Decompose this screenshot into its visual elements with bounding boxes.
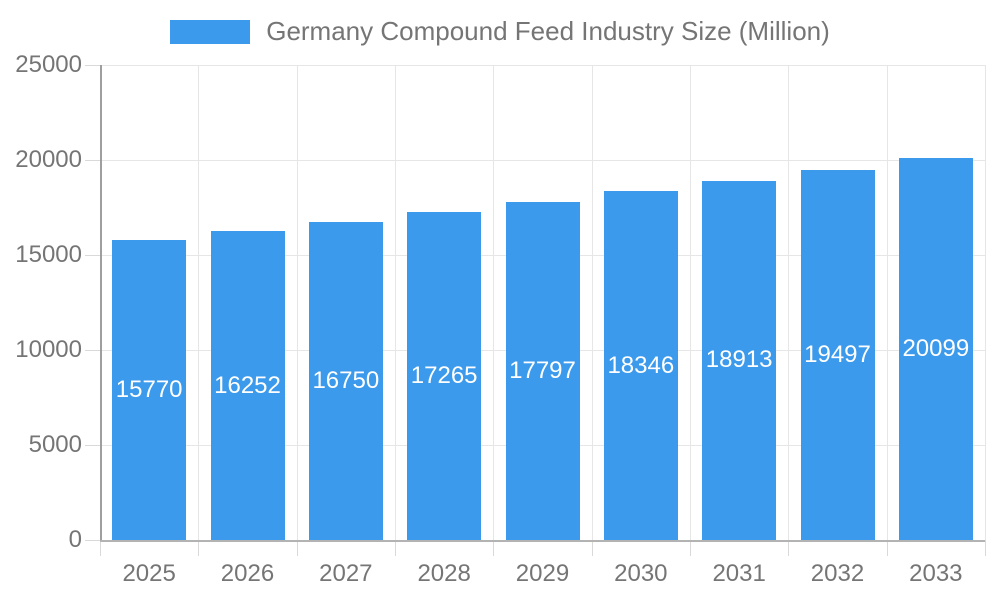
x-axis-tick bbox=[296, 540, 298, 556]
x-axis-tick bbox=[100, 540, 101, 556]
gridline-vertical bbox=[788, 65, 790, 540]
y-axis-tick bbox=[85, 445, 100, 446]
bar[interactable] bbox=[505, 201, 580, 540]
y-axis-tick bbox=[85, 350, 100, 351]
x-axis-label: 2026 bbox=[220, 560, 275, 587]
y-axis-tick bbox=[85, 255, 100, 256]
gridline-vertical bbox=[296, 65, 298, 540]
bar-value-label: 18346 bbox=[607, 351, 675, 379]
bar[interactable] bbox=[603, 191, 678, 540]
bar-value-label: 20099 bbox=[902, 335, 970, 363]
x-axis-label: 2030 bbox=[614, 560, 668, 587]
y-axis-label: 0 bbox=[68, 526, 82, 553]
bar-value-label: 18913 bbox=[705, 346, 773, 374]
x-axis-label: 2025 bbox=[122, 560, 176, 587]
bar-value-label: 16750 bbox=[312, 366, 380, 394]
x-axis-label: 2032 bbox=[810, 560, 865, 587]
gridline-horizontal bbox=[100, 65, 985, 66]
y-axis-line bbox=[100, 65, 102, 540]
x-axis-label: 2033 bbox=[909, 560, 963, 587]
y-axis-tick bbox=[85, 65, 100, 66]
y-axis-tick bbox=[85, 540, 100, 541]
gridline-horizontal bbox=[100, 160, 985, 161]
x-axis-tick bbox=[493, 540, 495, 556]
bar[interactable] bbox=[898, 158, 973, 540]
gridline-vertical bbox=[690, 65, 691, 540]
y-axis-label: 20000 bbox=[15, 146, 82, 173]
x-axis-label: 2029 bbox=[515, 560, 570, 587]
bar[interactable] bbox=[800, 169, 875, 540]
x-axis-line bbox=[100, 540, 985, 542]
x-axis-label: 2027 bbox=[319, 560, 373, 587]
bar[interactable] bbox=[407, 211, 482, 540]
gridline-vertical bbox=[395, 65, 396, 540]
x-axis-tick bbox=[395, 540, 396, 556]
bar-value-label: 15770 bbox=[115, 376, 183, 404]
x-axis-tick bbox=[690, 540, 691, 556]
legend-label: Germany Compound Feed Industry Size (Mil… bbox=[266, 16, 830, 46]
y-axis-label: 15000 bbox=[15, 241, 82, 268]
x-axis-label: 2031 bbox=[712, 560, 766, 587]
x-axis-tick bbox=[591, 540, 593, 556]
x-axis-tick bbox=[985, 540, 986, 556]
x-axis-label: 2028 bbox=[417, 560, 471, 587]
y-axis-label: 25000 bbox=[15, 51, 82, 78]
bar-value-label: 17265 bbox=[410, 361, 478, 389]
gridline-vertical bbox=[493, 65, 495, 540]
bar[interactable] bbox=[112, 240, 187, 540]
gridline-vertical bbox=[198, 65, 200, 540]
gridline-vertical bbox=[591, 65, 593, 540]
legend[interactable]: Germany Compound Feed Industry Size (Mil… bbox=[0, 16, 1000, 47]
x-axis-tick bbox=[886, 540, 888, 556]
y-axis-label: 5000 bbox=[28, 431, 82, 458]
x-axis-tick bbox=[788, 540, 790, 556]
x-axis-tick bbox=[198, 540, 200, 556]
y-axis-label: 10000 bbox=[15, 336, 82, 363]
bar-value-label: 17797 bbox=[509, 356, 576, 384]
bar-value-label: 19497 bbox=[804, 340, 871, 368]
legend-color-swatch bbox=[170, 19, 251, 44]
bar-value-label: 16252 bbox=[214, 371, 281, 399]
y-axis-tick bbox=[85, 160, 100, 161]
gridline-vertical bbox=[985, 65, 986, 540]
bar[interactable] bbox=[308, 221, 383, 540]
bar[interactable] bbox=[702, 180, 777, 540]
gridline-vertical bbox=[886, 65, 888, 540]
bar[interactable] bbox=[210, 231, 285, 540]
